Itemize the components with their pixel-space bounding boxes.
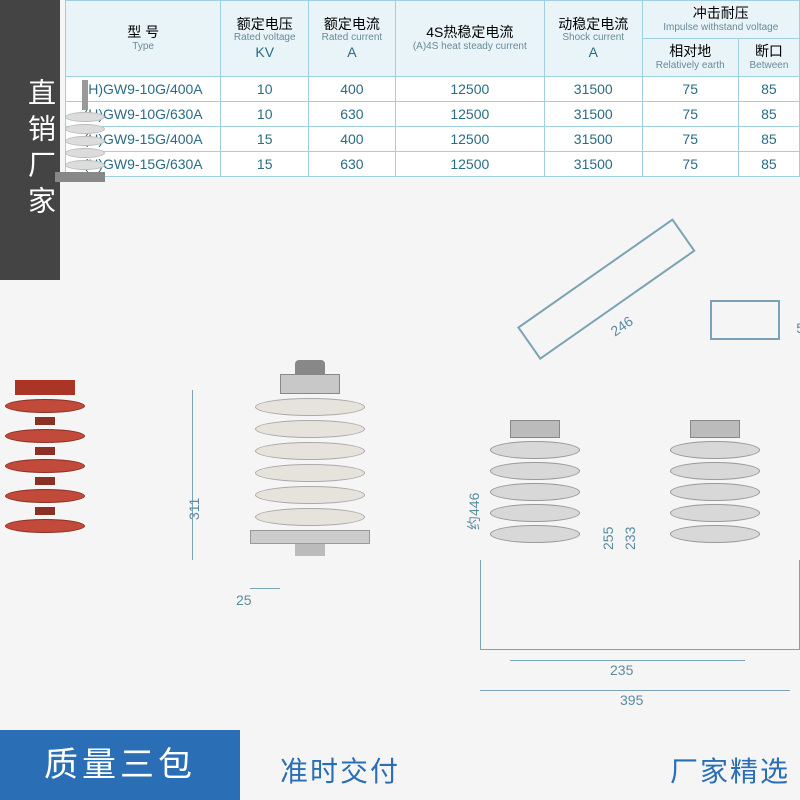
dim-w-base: 235 <box>610 662 633 678</box>
table-row: (H)GW9-10G/400A1040012500315007585 <box>66 76 800 101</box>
banner-text: 直销厂家 <box>25 78 56 222</box>
dim-arm: 246 <box>608 313 636 340</box>
insulator-drawing-center: 311 25 <box>210 360 410 650</box>
switch-diagram: 246 5 约446 255 233 235 395 <box>470 300 800 700</box>
th-gap: 断口 Between <box>738 38 799 76</box>
th-voltage: 额定电压 Rated voltage KV <box>221 1 309 77</box>
spec-tbody: (H)GW9-10G/400A1040012500315007585 (H)GW… <box>66 76 800 176</box>
overlay-ship: 准时交付 <box>280 750 400 790</box>
spec-table: 型 号 Type 额定电压 Rated voltage KV 额定电流 Rate… <box>65 0 800 177</box>
spec-table-wrap: 型 号 Type 额定电压 Rated voltage KV 额定电流 Rate… <box>65 0 800 177</box>
table-row: (H)GW9-10G/630A1063012500315007585 <box>66 101 800 126</box>
vertical-banner: 直销厂家 <box>0 0 60 280</box>
overlay-quality: 质量三包 <box>0 730 240 800</box>
switch-arm <box>517 218 696 360</box>
table-row: (H)GW9-15G/400A1540012500315007585 <box>66 126 800 151</box>
dim-w-overall: 395 <box>620 692 643 708</box>
dim-h-inner: 233 <box>622 527 638 550</box>
th-shock: 动稳定电流 Shock current A <box>544 1 642 77</box>
dim-h-body: 255 <box>600 527 616 550</box>
dim-h-overall: 约446 <box>464 493 484 530</box>
overlay-factory: 厂家精选 <box>670 750 790 790</box>
dim-foot: 25 <box>236 592 252 608</box>
diagram-insulator-right <box>670 420 760 546</box>
switch-bracket <box>710 300 780 340</box>
table-row: (H)GW9-15G/630A1563012500315007585 <box>66 151 800 176</box>
th-impulse: 冲击耐压 Impulse withstand voltage <box>642 1 799 39</box>
insulator-photo-small <box>55 80 115 250</box>
th-heat: 4S热稳定电流 (A)4S heat steady current <box>395 1 544 77</box>
diagram-insulator-left <box>490 420 580 546</box>
th-current: 额定电流 Rated current A <box>309 1 396 77</box>
callout-5: 5 <box>796 320 800 336</box>
th-earth: 相对地 Relatively earth <box>642 38 738 76</box>
diagram-base-frame <box>480 560 800 650</box>
th-type: 型 号 Type <box>66 1 221 77</box>
insulator-photo-red <box>0 380 90 600</box>
dim-height: 311 <box>186 498 202 520</box>
